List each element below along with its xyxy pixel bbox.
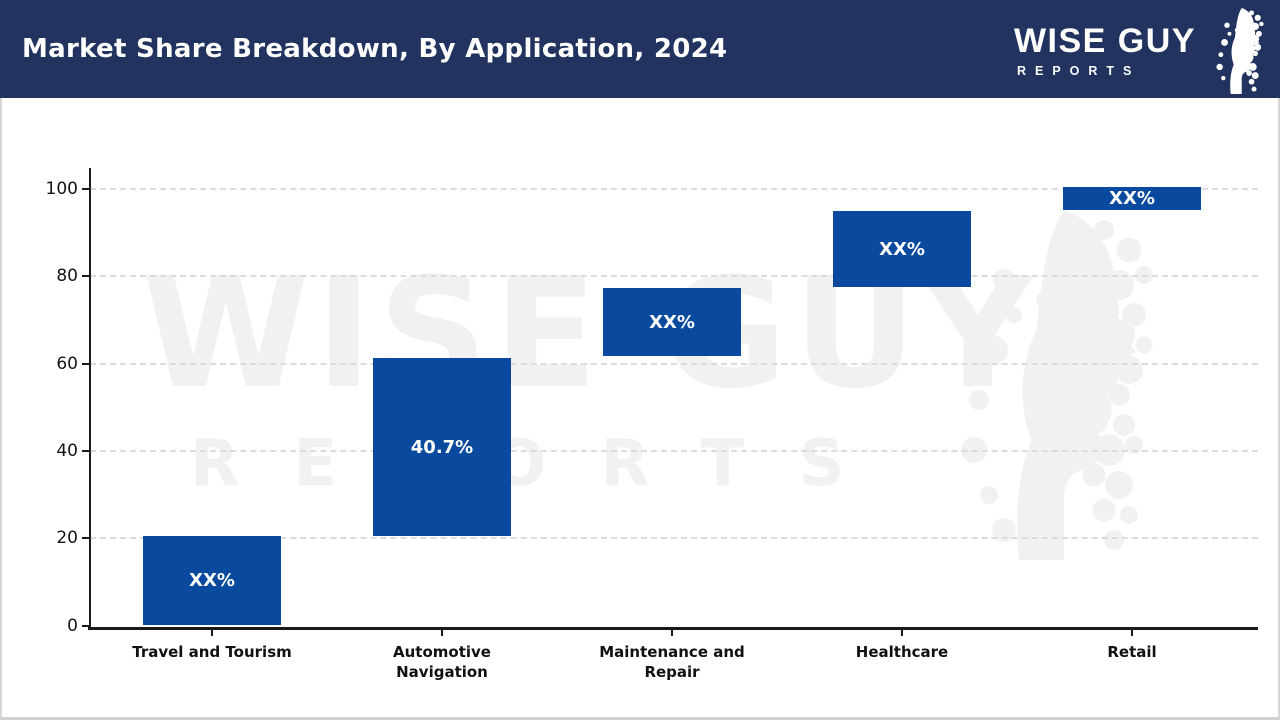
y-tick-20 <box>82 537 89 540</box>
logo-tagline: REPORTS <box>1016 64 1141 78</box>
gridline-20 <box>90 537 1258 540</box>
bar-value-label: XX% <box>879 238 925 260</box>
logo-name: WISE GUY <box>1013 22 1196 60</box>
category-label-line: Travel and Tourism <box>132 643 292 661</box>
y-tick-80 <box>82 275 89 278</box>
category-label-retail: Retail <box>1027 642 1237 662</box>
chart-title: Market Share Breakdown, By Application, … <box>22 34 728 64</box>
y-tick-label-80: 80 <box>56 266 78 287</box>
y-tick-40 <box>82 449 89 452</box>
bar-retail: XX% <box>1063 186 1201 210</box>
category-label-line: Maintenance and <box>599 643 745 661</box>
category-label-travel-and-tourism: Travel and Tourism <box>107 642 317 662</box>
watermark-face-icon <box>961 210 1153 560</box>
bar-healthcare: XX% <box>833 211 971 287</box>
logo-face-icon <box>1216 8 1264 94</box>
bar-maintenance-and-repair: XX% <box>603 288 741 357</box>
gridline-40 <box>90 449 1258 452</box>
category-label-healthcare: Healthcare <box>797 642 1007 662</box>
y-tick-label-100: 100 <box>45 179 78 199</box>
y-tick-0 <box>82 624 89 627</box>
x-tick-5 <box>1131 630 1133 636</box>
logo-text: WISE GUY REPORTS <box>1014 24 1196 78</box>
gridline-100 <box>90 188 1258 190</box>
bar-automotive-navigation: 40.7% <box>373 358 511 536</box>
y-tick-label-20: 20 <box>56 528 78 549</box>
y-tick-label-40: 40 <box>56 440 78 461</box>
y-tick-label-0: 0 <box>67 615 78 636</box>
category-label-line: Repair <box>644 663 700 681</box>
y-tick-100 <box>82 188 89 190</box>
gridline-60 <box>90 362 1258 365</box>
category-label-maintenance-and-repair: Maintenance and Repair <box>567 642 777 682</box>
wise-guy-reports-logo: WISE GUY REPORTS <box>1014 8 1264 94</box>
x-tick-3 <box>671 630 673 636</box>
gridline-80 <box>90 275 1258 278</box>
category-label-automotive-navigation: Automotive Navigation <box>337 642 547 682</box>
category-label-line: Healthcare <box>855 643 949 661</box>
y-axis-spine <box>89 168 91 630</box>
bar-travel-and-tourism: XX% <box>143 536 281 626</box>
bar-value-label: XX% <box>189 570 235 592</box>
y-tick-60 <box>82 362 89 365</box>
x-axis-spine <box>88 627 1258 630</box>
y-tick-label-60: 60 <box>56 353 78 374</box>
header-bar: Market Share Breakdown, By Application, … <box>0 0 1280 98</box>
x-tick-4 <box>901 630 903 636</box>
bar-value-label: XX% <box>649 311 695 333</box>
category-label-line: Retail <box>1107 643 1157 661</box>
watermark-text-reports: REPORTS <box>190 427 899 501</box>
x-tick-2 <box>441 630 443 636</box>
bar-value-label: XX% <box>1109 187 1155 209</box>
x-tick-1 <box>211 630 213 636</box>
category-label-line: Automotive <box>393 643 491 661</box>
bar-value-label: 40.7% <box>410 436 474 458</box>
category-label-line: Navigation <box>396 663 488 681</box>
